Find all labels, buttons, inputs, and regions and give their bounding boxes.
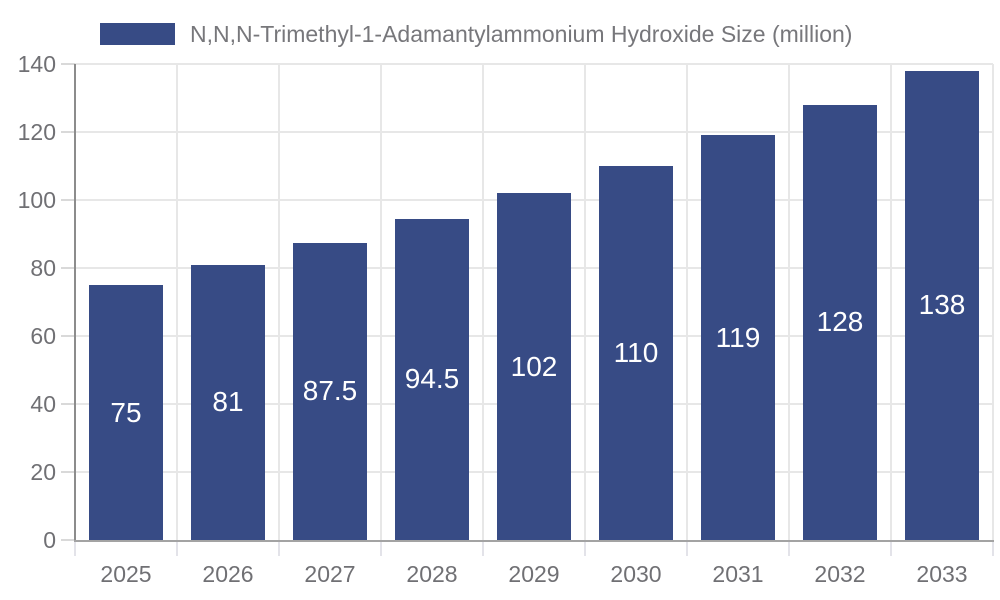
x-axis-tick [788,542,790,556]
legend-label: N,N,N-Trimethyl-1-Adamantylammonium Hydr… [190,20,853,47]
y-axis-tick-label: 80 [30,255,56,281]
v-gridline [380,64,382,540]
x-axis-tick-label: 2033 [916,561,968,587]
v-gridline [788,64,790,540]
v-gridline [278,64,280,540]
bar-2031[interactable] [701,135,775,540]
x-axis-tick-label: 2026 [202,561,254,587]
x-axis-tick-label: 2031 [712,561,764,587]
bar-2028[interactable] [395,218,469,540]
x-axis-tick [74,542,76,556]
legend-item[interactable]: N,N,N-Trimethyl-1-Adamantylammonium Hydr… [100,12,852,56]
legend-swatch-icon [100,23,175,45]
h-gridline [75,131,993,133]
bar-value-label: 102 [510,350,558,382]
v-gridline [176,64,178,540]
x-axis-tick [482,542,484,556]
x-axis-tick-label: 2027 [304,561,356,587]
x-axis-tick [380,542,382,556]
v-gridline [686,64,688,540]
bar-value-label: 110 [613,337,659,368]
x-axis-tick [584,542,586,556]
y-axis-tick-label: 40 [30,391,56,417]
y-axis-tick-label: 100 [17,187,56,213]
v-gridline [890,64,892,540]
y-axis-tick [61,335,75,337]
y-axis-tick-label: 0 [43,527,56,553]
y-axis-line [74,64,76,540]
y-axis-tick [61,403,75,405]
v-gridline [992,64,994,540]
x-axis-tick [176,542,178,556]
x-axis-tick [890,542,892,556]
y-axis-tick [61,267,75,269]
v-gridline [584,64,586,540]
v-gridline [482,64,484,540]
x-axis-tick [992,542,994,556]
bar-value-label: 128 [816,306,864,338]
y-axis-tick [61,131,75,133]
y-axis-tick [61,199,75,201]
bar-2026[interactable] [191,264,265,540]
bar-2033[interactable] [905,70,979,540]
bar-value-label: 75 [110,396,142,428]
bar-value-label: 81 [212,386,244,418]
bar-2027[interactable] [293,242,367,540]
x-axis-tick-label: 2029 [508,561,560,587]
bar-value-label: 94.5 [404,363,460,395]
y-axis-tick-label: 140 [17,51,56,77]
x-axis-tick-label: 2032 [814,561,866,587]
y-axis-tick-label: 120 [17,119,56,145]
y-axis-tick [61,471,75,473]
bar-2025[interactable] [89,285,163,540]
y-axis-tick-label: 60 [30,323,56,349]
bar-value-label: 87.5 [302,375,358,407]
x-axis-tick [278,542,280,556]
h-gridline [75,63,993,65]
y-axis-tick [61,539,75,541]
y-axis-tick-label: 20 [30,459,56,485]
x-axis-tick [686,542,688,556]
x-axis-tick-label: 2030 [610,561,662,587]
bar-2032[interactable] [803,104,877,540]
bar-value-label: 119 [715,321,761,353]
y-axis-tick [61,63,75,65]
bar-2030[interactable] [599,166,673,540]
bar-value-label: 138 [918,289,966,321]
x-axis-tick-label: 2028 [406,561,458,587]
x-axis-tick-label: 2025 [100,561,152,587]
x-axis-line [74,540,994,542]
bar-2029[interactable] [497,193,571,540]
